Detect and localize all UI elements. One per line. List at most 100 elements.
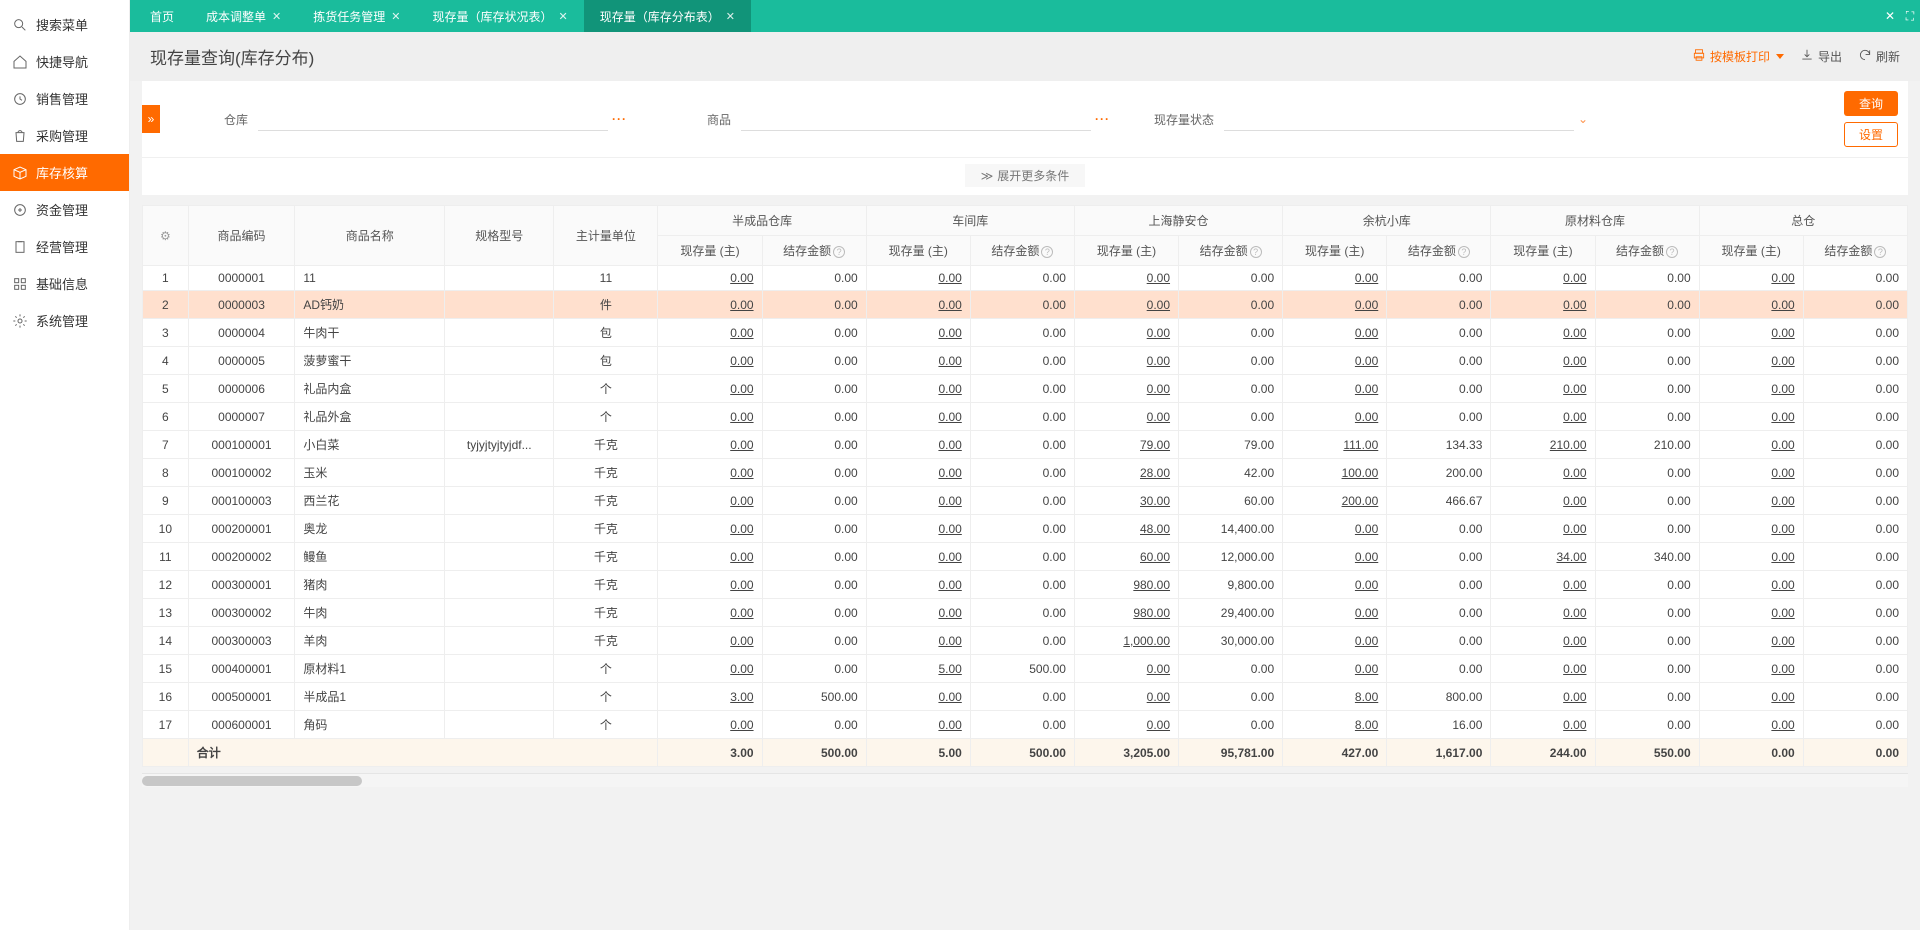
cell-qty[interactable]: 0.00: [1074, 266, 1178, 291]
cell-qty[interactable]: 0.00: [658, 347, 762, 375]
cell-qty[interactable]: 0.00: [1699, 515, 1803, 543]
collapse-handle[interactable]: »: [142, 105, 160, 133]
cell-qty[interactable]: 0.00: [658, 291, 762, 319]
cell-qty[interactable]: 0.00: [1283, 266, 1387, 291]
tab[interactable]: 现存量（库存分布表）✕: [584, 0, 751, 32]
cell-qty[interactable]: 0.00: [1074, 319, 1178, 347]
warehouse-picker-icon[interactable]: ···: [612, 112, 627, 126]
cell-qty[interactable]: 0.00: [1283, 515, 1387, 543]
cell-qty[interactable]: 0.00: [866, 319, 970, 347]
cell-qty[interactable]: 0.00: [1699, 487, 1803, 515]
refresh-link[interactable]: 刷新: [1858, 48, 1900, 65]
table-row[interactable]: 7000100001小白菜tyjyjtyjtyjdf...千克0.000.000…: [143, 431, 1908, 459]
table-row[interactable]: 10000200001奥龙千克0.000.000.000.0048.0014,4…: [143, 515, 1908, 543]
cell-qty[interactable]: 0.00: [658, 627, 762, 655]
cell-qty[interactable]: 1,000.00: [1074, 627, 1178, 655]
cell-qty[interactable]: 0.00: [1283, 347, 1387, 375]
cell-qty[interactable]: 0.00: [866, 431, 970, 459]
cell-qty[interactable]: 0.00: [658, 543, 762, 571]
cell-qty[interactable]: 30.00: [1074, 487, 1178, 515]
close-icon[interactable]: ✕: [726, 10, 735, 23]
cell-qty[interactable]: 0.00: [1699, 375, 1803, 403]
cell-qty[interactable]: 0.00: [866, 683, 970, 711]
cell-qty[interactable]: 0.00: [1283, 599, 1387, 627]
cell-qty[interactable]: 0.00: [866, 543, 970, 571]
cell-qty[interactable]: 0.00: [866, 599, 970, 627]
cell-qty[interactable]: 0.00: [866, 347, 970, 375]
cell-qty[interactable]: 0.00: [1283, 403, 1387, 431]
settings-button[interactable]: 设置: [1844, 122, 1898, 147]
cell-qty[interactable]: 0.00: [1491, 291, 1595, 319]
sidebar-item-grid[interactable]: 基础信息: [0, 265, 129, 302]
cell-qty[interactable]: 0.00: [1283, 319, 1387, 347]
cell-qty[interactable]: 0.00: [658, 487, 762, 515]
cell-qty[interactable]: 0.00: [1491, 683, 1595, 711]
cell-qty[interactable]: 0.00: [1491, 319, 1595, 347]
cell-qty[interactable]: 0.00: [1074, 347, 1178, 375]
table-row[interactable]: 50000006礼品内盒个0.000.000.000.000.000.000.0…: [143, 375, 1908, 403]
cell-qty[interactable]: 0.00: [1283, 375, 1387, 403]
cell-qty[interactable]: 980.00: [1074, 571, 1178, 599]
table-row[interactable]: 30000004牛肉干包0.000.000.000.000.000.000.00…: [143, 319, 1908, 347]
table-row[interactable]: 14000300003羊肉千克0.000.000.000.001,000.003…: [143, 627, 1908, 655]
cell-qty[interactable]: 0.00: [1699, 543, 1803, 571]
table-row[interactable]: 11000200002鳗鱼千克0.000.000.000.0060.0012,0…: [143, 543, 1908, 571]
cell-qty[interactable]: 0.00: [866, 515, 970, 543]
query-button[interactable]: 查询: [1844, 91, 1898, 116]
cell-qty[interactable]: 0.00: [1699, 627, 1803, 655]
cell-qty[interactable]: 0.00: [1699, 459, 1803, 487]
close-all-icon[interactable]: ✕: [1880, 9, 1900, 23]
table-row[interactable]: 15000400001原材料1个0.000.005.00500.000.000.…: [143, 655, 1908, 683]
cell-qty[interactable]: 0.00: [1491, 655, 1595, 683]
cell-qty[interactable]: 0.00: [866, 459, 970, 487]
warehouse-input[interactable]: [258, 107, 608, 131]
cell-qty[interactable]: 0.00: [1699, 599, 1803, 627]
cell-qty[interactable]: 0.00: [1699, 655, 1803, 683]
stockstatus-input[interactable]: [1224, 107, 1574, 131]
cell-qty[interactable]: 0.00: [1074, 655, 1178, 683]
horizontal-scrollbar[interactable]: [142, 773, 1908, 787]
cell-qty[interactable]: 210.00: [1491, 431, 1595, 459]
chevron-down-icon[interactable]: ⌄: [1578, 112, 1588, 126]
gear-icon[interactable]: ⚙: [143, 206, 189, 266]
cell-qty[interactable]: 200.00: [1283, 487, 1387, 515]
cell-qty[interactable]: 0.00: [866, 711, 970, 739]
cell-qty[interactable]: 0.00: [658, 599, 762, 627]
help-icon[interactable]: ?: [1666, 246, 1678, 258]
export-link[interactable]: 导出: [1800, 48, 1842, 65]
tab[interactable]: 拣货任务管理✕: [297, 0, 416, 32]
sidebar-item-gear[interactable]: 系统管理: [0, 302, 129, 339]
help-icon[interactable]: ?: [1041, 246, 1053, 258]
cell-qty[interactable]: 0.00: [1699, 571, 1803, 599]
sidebar-item-badge[interactable]: 销售管理: [0, 80, 129, 117]
cell-qty[interactable]: 0.00: [1283, 571, 1387, 599]
cell-qty[interactable]: 0.00: [1491, 375, 1595, 403]
cell-qty[interactable]: 0.00: [866, 487, 970, 515]
cell-qty[interactable]: 0.00: [1699, 266, 1803, 291]
product-input[interactable]: [741, 107, 1091, 131]
cell-qty[interactable]: 0.00: [866, 291, 970, 319]
table-row[interactable]: 17000600001角码个0.000.000.000.000.000.008.…: [143, 711, 1908, 739]
cell-qty[interactable]: 0.00: [658, 319, 762, 347]
cell-qty[interactable]: 0.00: [658, 431, 762, 459]
sidebar-item-box[interactable]: 库存核算: [0, 154, 129, 191]
cell-qty[interactable]: 0.00: [1699, 347, 1803, 375]
cell-qty[interactable]: 48.00: [1074, 515, 1178, 543]
cell-qty[interactable]: 980.00: [1074, 599, 1178, 627]
cell-qty[interactable]: 0.00: [658, 266, 762, 291]
cell-qty[interactable]: 0.00: [1491, 571, 1595, 599]
cell-qty[interactable]: 5.00: [866, 655, 970, 683]
cell-qty[interactable]: 0.00: [1699, 319, 1803, 347]
cell-qty[interactable]: 0.00: [658, 571, 762, 599]
sidebar-item-home[interactable]: 快捷导航: [0, 43, 129, 80]
cell-qty[interactable]: 0.00: [1283, 543, 1387, 571]
cell-qty[interactable]: 0.00: [1491, 599, 1595, 627]
cell-qty[interactable]: 0.00: [1491, 627, 1595, 655]
close-icon[interactable]: ✕: [559, 10, 568, 23]
cell-qty[interactable]: 8.00: [1283, 683, 1387, 711]
cell-qty[interactable]: 0.00: [1699, 403, 1803, 431]
close-icon[interactable]: ✕: [272, 10, 281, 23]
cell-qty[interactable]: 0.00: [1699, 683, 1803, 711]
cell-qty[interactable]: 0.00: [1283, 627, 1387, 655]
table-row[interactable]: 16000500001半成品1个3.00500.000.000.000.000.…: [143, 683, 1908, 711]
